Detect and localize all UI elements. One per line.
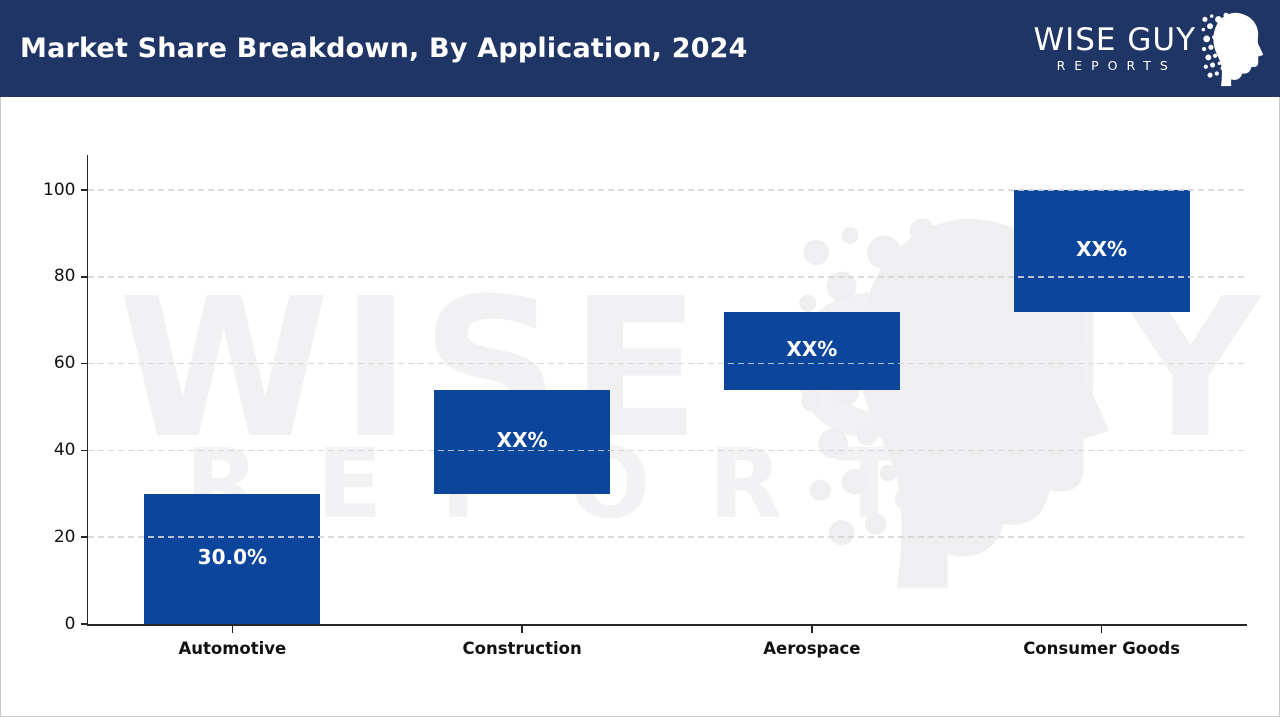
y-tick-mark-20 [80, 536, 88, 538]
bar-construction [434, 389, 611, 494]
bar-value-label-consumer-goods: XX% [1076, 236, 1128, 261]
logo-line2: REPORTS [1056, 57, 1177, 73]
header-bar: Market Share Breakdown, By Application, … [0, 0, 1280, 97]
y-tick-mark-100 [80, 189, 88, 191]
x-axis-label-aerospace: Aerospace [763, 639, 861, 658]
bar-value-label-aerospace: XX% [786, 336, 838, 361]
x-axis-line [86, 624, 1247, 626]
gridline-60 [87, 362, 1247, 365]
gridline-20 [87, 536, 1247, 538]
bar-value-label-construction: XX% [496, 427, 548, 452]
y-tick-mark-80 [80, 276, 88, 278]
y-tick-label: 40 [53, 439, 76, 460]
y-tick-label: 100 [43, 179, 76, 200]
y-tick-mark-40 [80, 449, 88, 452]
y-tick-mark-60 [80, 362, 88, 365]
x-tick-mark-consumer-goods [1100, 625, 1103, 633]
gridline-40 [87, 449, 1247, 452]
y-tick-label: 80 [53, 266, 76, 287]
gridline-80 [87, 276, 1247, 278]
x-axis-label-automotive: Automotive [178, 639, 287, 658]
y-tick-label: 0 [64, 613, 76, 634]
y-axis-line [86, 155, 89, 625]
wiseguy-logo: WISE GUY REPORTS [1033, 11, 1266, 87]
y-tick-label: 60 [53, 353, 76, 374]
logo-text: WISE GUY REPORTS [1033, 21, 1196, 73]
page-title: Market Share Breakdown, By Application, … [20, 33, 748, 64]
x-tick-mark-construction [521, 625, 523, 633]
x-tick-mark-aerospace [811, 625, 813, 633]
logo-line1: WISE GUY [1033, 21, 1196, 58]
y-tick-mark-0 [80, 623, 88, 625]
bar-value-label-automotive: 30.0% [197, 544, 268, 569]
y-tick-label: 20 [53, 526, 76, 547]
page-border-bottom [0, 716, 1280, 717]
page-border-left [0, 97, 1, 717]
gridline-100 [87, 189, 1247, 191]
x-tick-mark-automotive [231, 625, 234, 633]
wiseguy-face-icon [1201, 12, 1264, 86]
bar-automotive [144, 493, 321, 624]
x-axis-label-construction: Construction [462, 639, 582, 658]
x-axis-label-consumer-goods: Consumer Goods [1023, 639, 1181, 658]
